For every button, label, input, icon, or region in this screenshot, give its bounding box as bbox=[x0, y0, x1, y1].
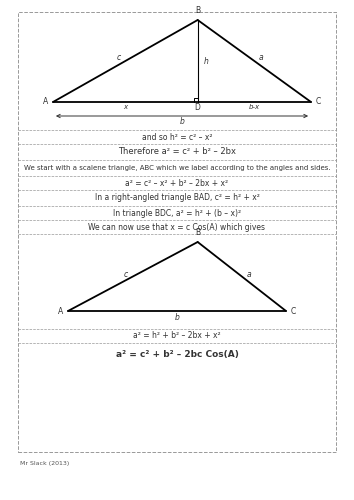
Text: In triangle BDC, a² = h² + (b – x)²: In triangle BDC, a² = h² + (b – x)² bbox=[113, 208, 241, 218]
Text: a: a bbox=[246, 270, 251, 279]
Text: a: a bbox=[259, 54, 264, 62]
Text: D: D bbox=[195, 104, 201, 112]
Bar bbox=[18, 12, 336, 452]
Text: Mr Slack (2013): Mr Slack (2013) bbox=[20, 462, 69, 466]
Text: We start with a scalene triangle, ABC which we label according to the angles and: We start with a scalene triangle, ABC wh… bbox=[24, 165, 330, 171]
Text: b: b bbox=[179, 118, 184, 126]
Text: a² = c² + b² – 2bc Cos(A): a² = c² + b² – 2bc Cos(A) bbox=[115, 350, 239, 358]
Text: c: c bbox=[124, 270, 128, 279]
Text: x: x bbox=[123, 104, 127, 110]
Text: a² = h² + b² – 2bx + x²: a² = h² + b² – 2bx + x² bbox=[133, 332, 221, 340]
Text: and so h² = c² – x²: and so h² = c² – x² bbox=[142, 132, 212, 141]
Text: A: A bbox=[44, 98, 48, 106]
Text: In a right-angled triangle BAD, c² = h² + x²: In a right-angled triangle BAD, c² = h² … bbox=[95, 194, 259, 202]
Text: b-x: b-x bbox=[249, 104, 260, 110]
Text: h: h bbox=[204, 56, 209, 66]
Text: C: C bbox=[315, 98, 321, 106]
Text: B: B bbox=[195, 228, 200, 237]
Text: a² = c² – x² + b² – 2bx + x²: a² = c² – x² + b² – 2bx + x² bbox=[125, 178, 229, 188]
Text: b: b bbox=[175, 312, 179, 322]
Text: c: c bbox=[116, 54, 120, 62]
Text: We can now use that x = c Cos(A) which gives: We can now use that x = c Cos(A) which g… bbox=[88, 222, 266, 232]
Text: A: A bbox=[58, 306, 64, 316]
Text: B: B bbox=[195, 6, 200, 15]
Text: C: C bbox=[290, 306, 296, 316]
Text: Therefore a² = c² + b² – 2bx: Therefore a² = c² + b² – 2bx bbox=[118, 148, 236, 156]
